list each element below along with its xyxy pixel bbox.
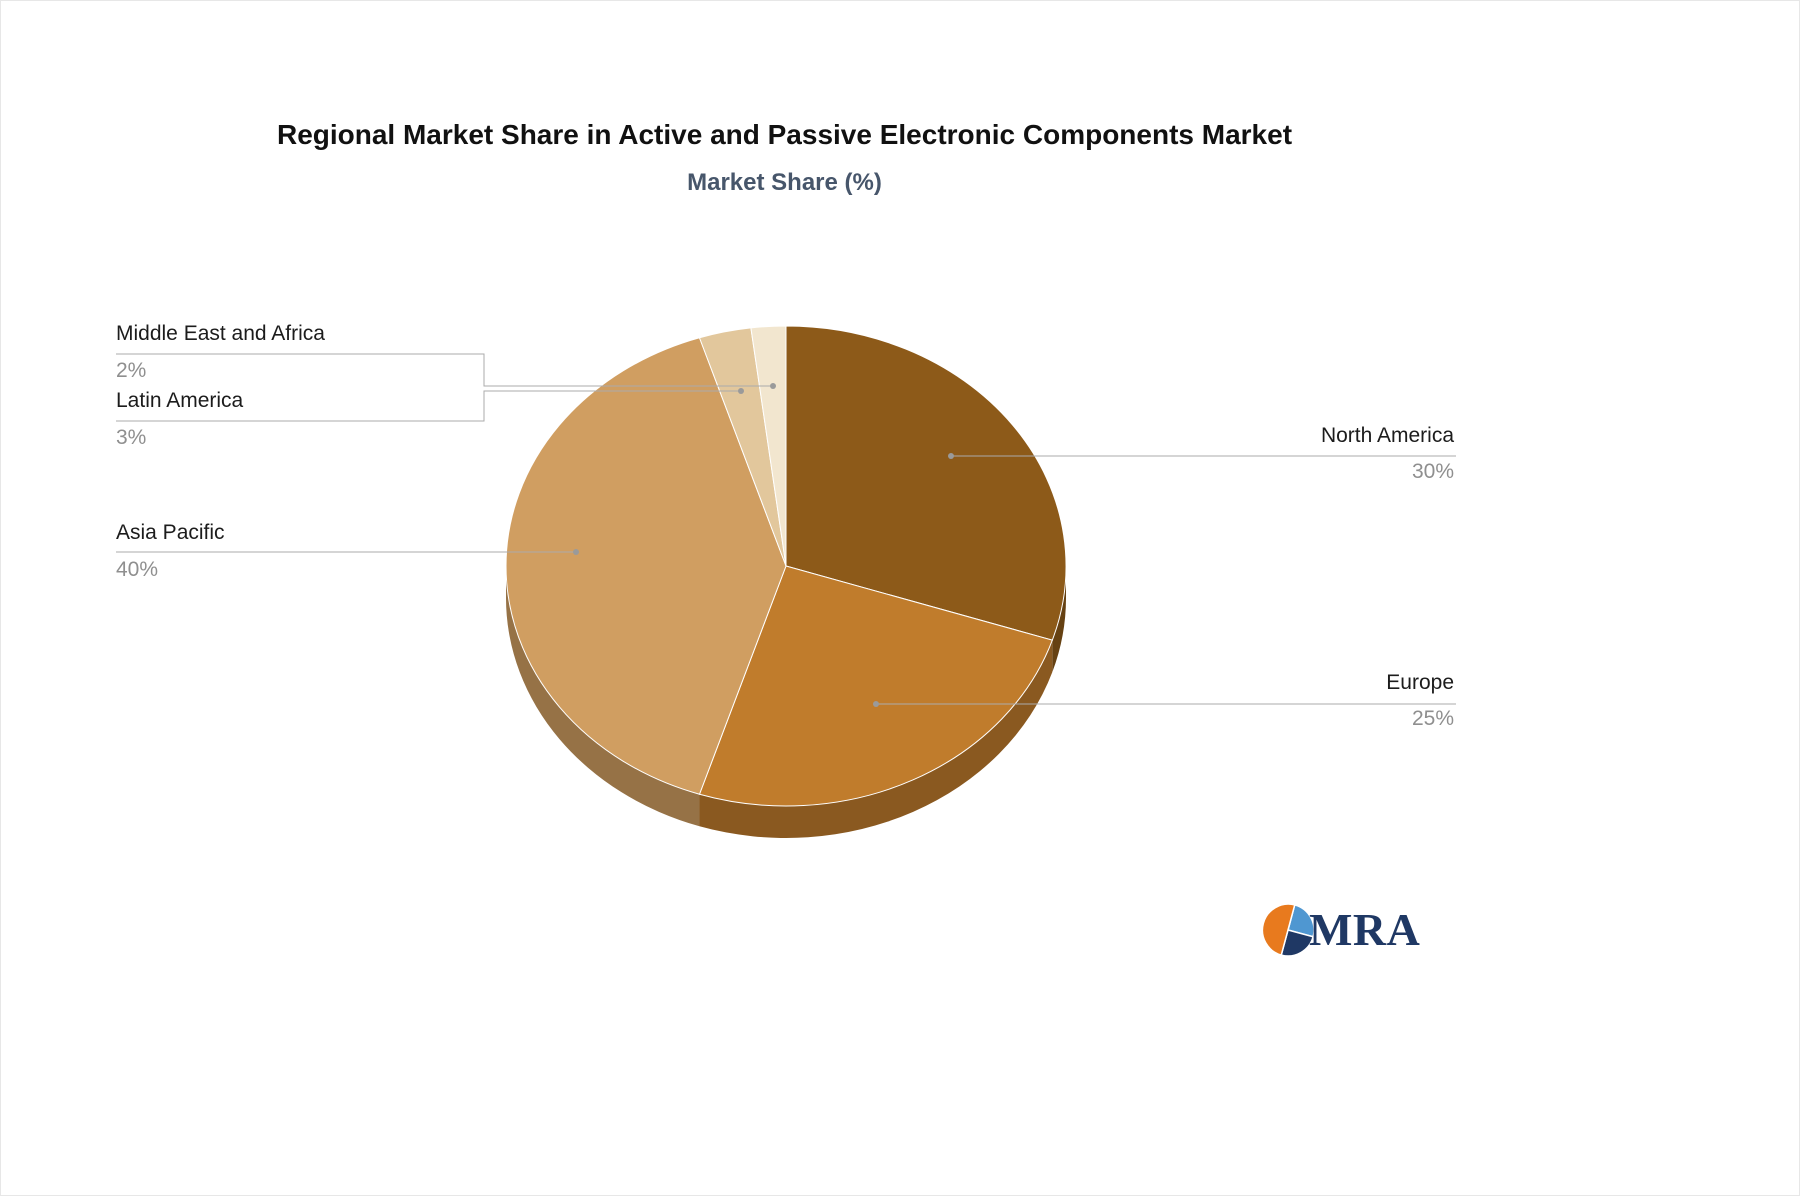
- pie-slice-depth-asia-pacific: [506, 566, 700, 827]
- leader-dot-middle-east-and-africa: [770, 383, 776, 389]
- pie-slice-depth-europe: [699, 640, 1053, 838]
- pie-value-middle-east-and-africa: 2%: [116, 359, 147, 382]
- pie-label-north-america: North America: [1320, 424, 1454, 447]
- logo-text: MRA: [1309, 904, 1421, 955]
- pie-value-latin-america: 3%: [116, 426, 147, 449]
- logo-slice-orange: [1261, 903, 1296, 957]
- leader-line-latin-america: [116, 390, 741, 422]
- leader-dot-europe: [873, 701, 879, 707]
- leader-dot-north-america: [948, 453, 954, 459]
- leader-line-middle-east-and-africa: [116, 353, 773, 387]
- pie-value-north-america: 30%: [1411, 460, 1454, 483]
- leader-dot-latin-america: [738, 388, 744, 394]
- logo: MRA: [1259, 901, 1420, 959]
- pie-label-middle-east-and-africa: Middle East and Africa: [116, 322, 325, 345]
- pie-label-europe: Europe: [1386, 671, 1454, 694]
- logo-slice-blue: [1287, 903, 1315, 938]
- logo-icon: [1261, 903, 1315, 957]
- logo-slice-navy: [1280, 929, 1315, 957]
- pie-value-asia-pacific: 40%: [116, 558, 159, 581]
- leader-lines-layer: [116, 353, 1456, 707]
- pie-label-asia-pacific: Asia Pacific: [116, 521, 225, 544]
- pie-slice-asia-pacific[interactable]: [505, 337, 787, 795]
- pie-slice-north-america[interactable]: [785, 325, 1067, 641]
- leader-dot-asia-pacific: [573, 549, 579, 555]
- chart-subtitle: Market Share (%): [687, 169, 882, 196]
- pie-slices-layer: [505, 325, 1067, 807]
- chart-title: Regional Market Share in Active and Pass…: [276, 119, 1293, 150]
- pie-slice-europe[interactable]: [698, 565, 1053, 807]
- pie-label-latin-america: Latin America: [116, 389, 244, 412]
- pie-value-europe: 25%: [1411, 707, 1454, 730]
